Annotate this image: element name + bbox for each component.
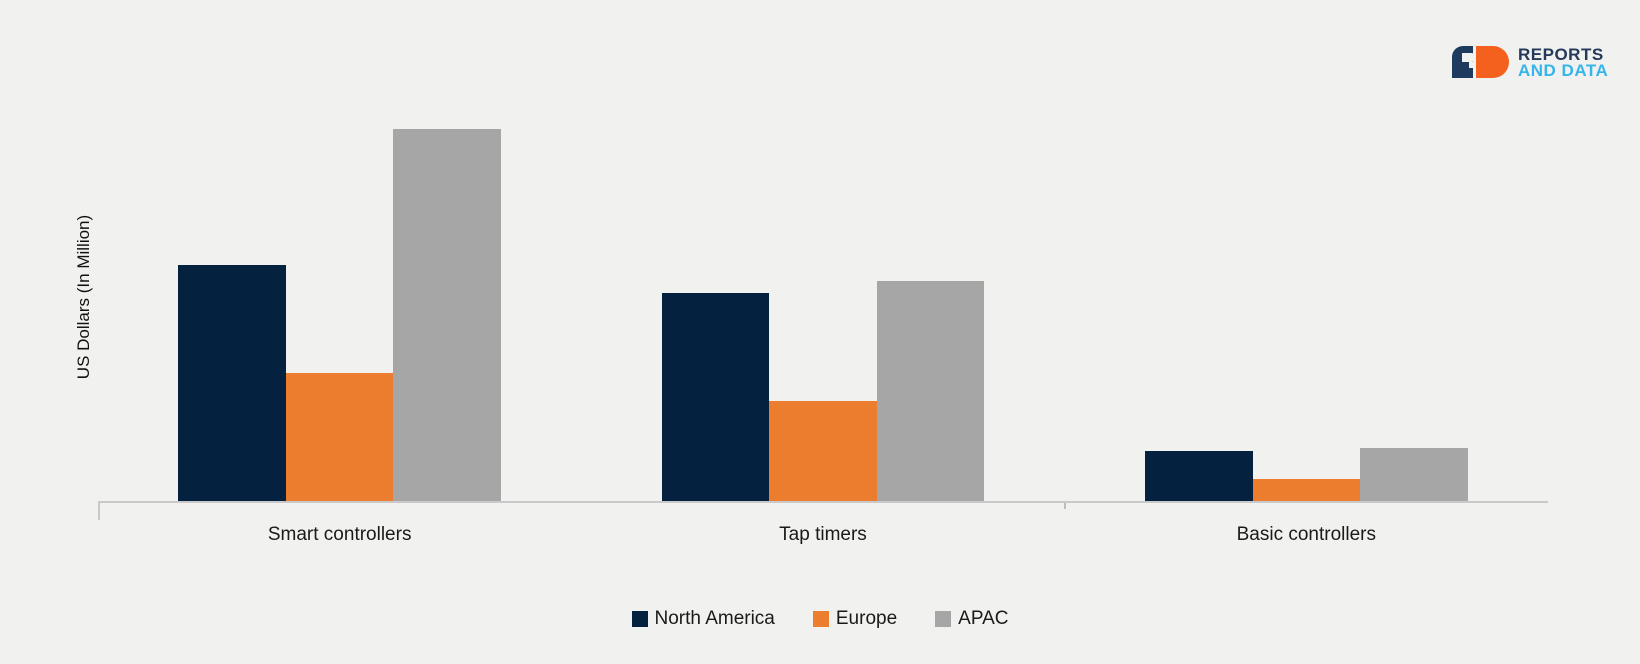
category-axis-labels: Smart controllers Tap timers Basic contr… bbox=[98, 524, 1548, 546]
legend-label: APAC bbox=[958, 608, 1009, 629]
x-axis-left-tick bbox=[98, 501, 100, 520]
y-axis-title: US Dollars (In Million) bbox=[74, 214, 93, 380]
legend-item-europe: Europe bbox=[812, 608, 898, 630]
legend-label: Europe bbox=[835, 608, 898, 629]
legend-item-apac: APAC bbox=[935, 608, 1009, 630]
bar-north-america-tap-timers bbox=[661, 293, 770, 501]
category-label-smart-controllers: Smart controllers bbox=[267, 524, 412, 545]
logo-line-reports: REPORTS bbox=[1518, 44, 1604, 64]
plot-area bbox=[98, 101, 1548, 501]
bar-apac-tap-timers bbox=[876, 281, 985, 501]
logo-text: REPORTS AND DATA bbox=[1518, 44, 1609, 80]
bar-north-america-smart-controllers bbox=[178, 265, 286, 501]
bar-europe-smart-controllers bbox=[285, 373, 394, 501]
logo-line-and-data: AND DATA bbox=[1518, 60, 1609, 80]
legend-item-north-america: North America bbox=[631, 608, 775, 630]
reports-and-data-logo: REPORTS AND DATA bbox=[1452, 44, 1609, 80]
bar-north-america-basic-controllers bbox=[1145, 451, 1253, 501]
legend-label: North America bbox=[654, 608, 775, 629]
legend-swatch-icon bbox=[812, 611, 829, 627]
bar-apac-smart-controllers bbox=[393, 129, 501, 501]
legend-swatch-icon bbox=[631, 611, 648, 627]
bar-europe-tap-timers bbox=[769, 401, 877, 501]
legend: North America Europe APAC bbox=[0, 608, 1640, 630]
x-axis-category-tick bbox=[1064, 503, 1066, 509]
category-label-tap-timers: Tap timers bbox=[779, 524, 867, 545]
logo-mark-icon bbox=[1452, 46, 1510, 78]
legend-swatch-icon bbox=[935, 611, 952, 627]
logo-letter-d-shape bbox=[1473, 46, 1509, 78]
bar-apac-basic-controllers bbox=[1360, 448, 1468, 501]
bar-europe-basic-controllers bbox=[1252, 479, 1361, 501]
x-axis-line bbox=[98, 501, 1548, 503]
category-label-basic-controllers: Basic controllers bbox=[1236, 524, 1377, 545]
